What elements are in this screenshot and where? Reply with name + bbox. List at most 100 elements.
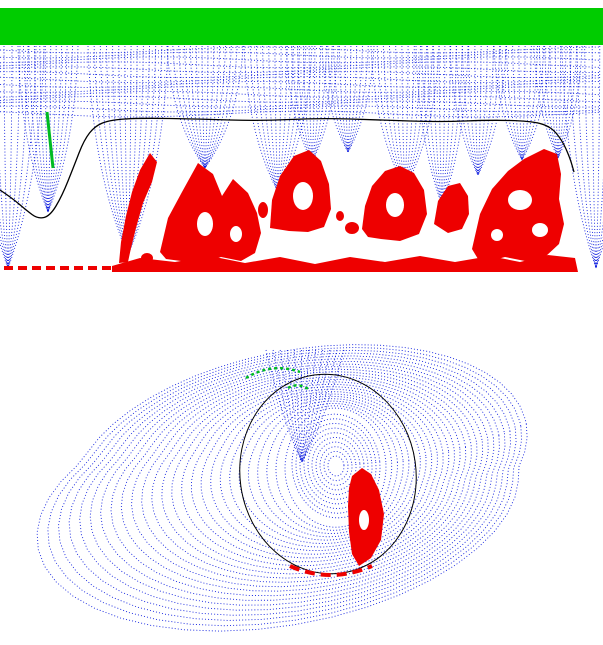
streamline: [3, 45, 9, 269]
red-region: [434, 183, 469, 233]
streamline: [347, 45, 363, 153]
streamline: [308, 45, 313, 163]
streamline: [321, 45, 349, 153]
streamline: [286, 349, 303, 463]
red-spot: [336, 211, 344, 221]
red-region: [160, 163, 261, 264]
manifold-loop: [171, 378, 455, 571]
streamline: [277, 45, 301, 193]
streamline: [166, 45, 206, 169]
streamline: [47, 45, 57, 213]
manifold-loop: [229, 393, 421, 548]
region-hole: [197, 212, 213, 236]
red-dashed-arc: [289, 564, 373, 577]
streamline: [521, 45, 545, 161]
red-bottom-band: [112, 255, 578, 272]
streamline: [0, 233, 9, 269]
streamline: [274, 45, 279, 193]
manifold-loop: [79, 355, 506, 611]
streamline: [0, 166, 9, 269]
streamline: [127, 45, 150, 256]
streamline: [285, 45, 313, 163]
streamline-manifold-plot: [36, 344, 528, 632]
streamline: [474, 45, 479, 176]
streamline: [338, 45, 349, 153]
streamline: [279, 349, 303, 463]
streamline: [327, 45, 349, 153]
streamline: [301, 349, 303, 463]
streamline: [557, 45, 572, 159]
streamline: [124, 45, 129, 256]
streamline: [311, 45, 339, 163]
streamline: [201, 45, 206, 169]
inner-swirl-loop: [327, 455, 345, 477]
streamline: [262, 45, 279, 193]
streamline: [347, 45, 369, 153]
manifold-loop: [219, 391, 427, 552]
streamline: [127, 45, 132, 256]
streamline: [204, 45, 244, 169]
streamline: [87, 45, 129, 256]
streamline: [301, 349, 324, 463]
manifold-loop: [58, 349, 517, 621]
streamline: [272, 349, 303, 463]
streamline: [204, 45, 238, 169]
streamline: [204, 45, 215, 169]
streamline: [512, 45, 523, 161]
red-patch-hole: [359, 510, 369, 530]
streamline: [0, 46, 601, 54]
streamline: [7, 45, 29, 269]
region-hole: [230, 226, 242, 242]
manifold-loop: [47, 347, 523, 627]
region-hole: [532, 223, 548, 237]
streamline: [291, 45, 313, 163]
streamline: [441, 45, 452, 206]
manifold-loop: [284, 407, 387, 528]
streamline: [204, 45, 209, 169]
streamline: [521, 45, 526, 161]
streamline: [127, 45, 144, 256]
streamline: [297, 45, 313, 163]
streamline: [172, 45, 206, 169]
red-region: [119, 153, 157, 263]
inner-swirl-loop: [307, 432, 365, 500]
streamline: [344, 45, 349, 153]
streamline: [477, 45, 507, 176]
manifold-loop: [275, 405, 393, 531]
streamline: [277, 45, 313, 193]
streamline-field-plot: [0, 8, 603, 272]
streamline: [557, 45, 583, 159]
streamline: [106, 45, 129, 256]
manifold-loop: [141, 371, 472, 583]
streamline: [293, 349, 303, 463]
green-streak: [45, 111, 55, 169]
streamline: [401, 45, 406, 189]
streamline: [521, 45, 551, 161]
streamline: [584, 45, 597, 269]
streamline: [415, 45, 443, 206]
streamline: [477, 45, 488, 176]
streamline: [427, 45, 443, 206]
streamline: [461, 45, 479, 176]
streamline: [99, 45, 129, 256]
streamline: [255, 45, 279, 193]
streamline: [370, 45, 406, 189]
manifold-loop: [100, 361, 495, 601]
panel-top: [0, 0, 603, 300]
streamline: [455, 45, 479, 176]
streamline: [441, 45, 463, 206]
streamline: [382, 45, 406, 189]
streamline: [301, 349, 345, 463]
streamline: [347, 45, 358, 153]
streamline: [268, 45, 279, 193]
streamline: [33, 45, 49, 213]
streamline: [47, 45, 63, 213]
streamline: [0, 242, 9, 269]
streamline: [438, 45, 443, 206]
streamline: [595, 177, 603, 269]
green-band: [0, 8, 603, 45]
streamline: [521, 45, 539, 161]
streamline: [477, 45, 495, 176]
red-spot: [258, 202, 268, 218]
